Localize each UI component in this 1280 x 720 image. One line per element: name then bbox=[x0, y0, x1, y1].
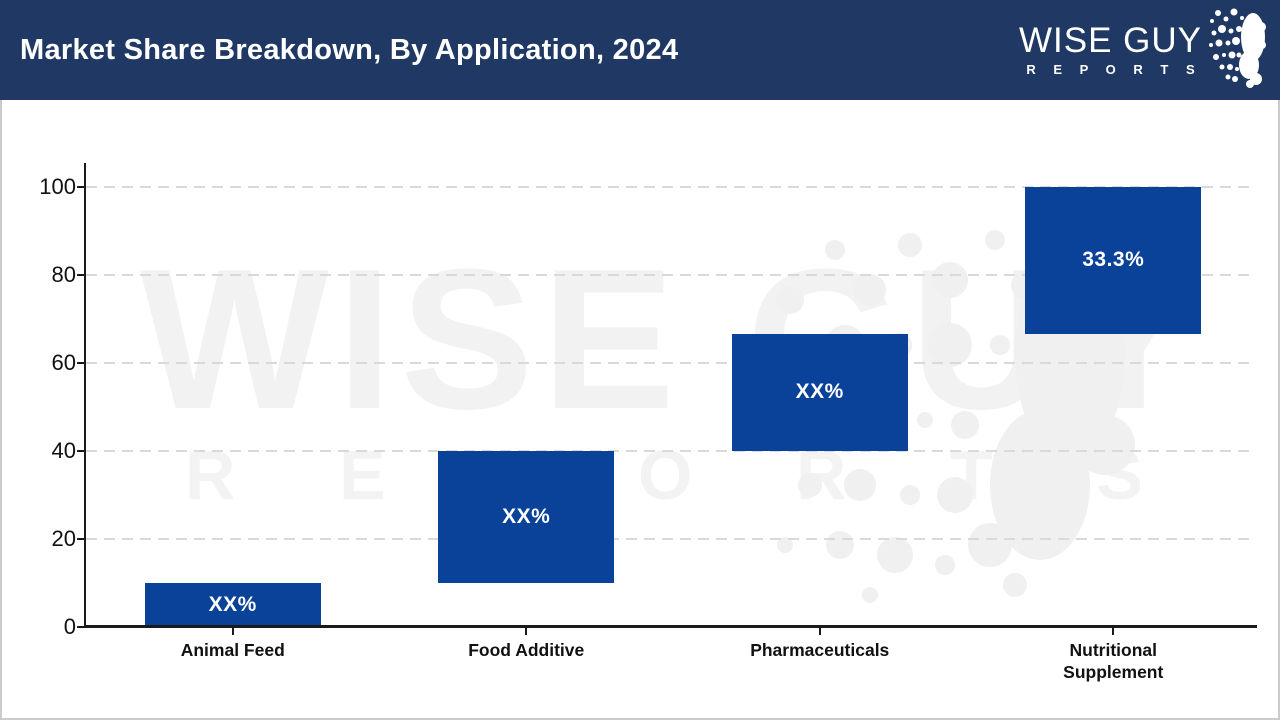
wise-guy-reports-logo: WISE GUY R E P O R T S bbox=[1019, 5, 1266, 96]
bar-nutritional-supplement: 33.3% bbox=[1025, 187, 1202, 334]
x-axis-tick-mark-pharmaceuticals bbox=[818, 628, 821, 635]
x-category-label-pharmaceuticals: Pharmaceuticals bbox=[750, 640, 890, 660]
y-axis-tick-mark-80 bbox=[77, 274, 85, 276]
x-axis-line bbox=[84, 625, 1257, 628]
y-axis-tick-label-40: 40 bbox=[51, 438, 76, 463]
bar-value-label: XX% bbox=[502, 505, 551, 528]
header-bar: Market Share Breakdown, By Application, … bbox=[0, 0, 1280, 100]
logo-text: WISE GUY R E P O R T S bbox=[1019, 23, 1202, 77]
y-axis-tick-label-100: 100 bbox=[39, 174, 76, 199]
gridline-y20 bbox=[86, 538, 1253, 540]
y-axis-tick-mark-40 bbox=[77, 450, 85, 452]
y-axis-tick-mark-0 bbox=[77, 626, 85, 628]
y-axis-tick-mark-60 bbox=[77, 362, 85, 364]
bar-food-additive: XX% bbox=[438, 451, 615, 583]
bar-pharmaceuticals: XX% bbox=[731, 333, 908, 451]
gridline-y80 bbox=[86, 274, 1253, 276]
wise-guy-face-icon bbox=[1206, 5, 1266, 96]
page-title: Market Share Breakdown, By Application, … bbox=[20, 33, 679, 66]
logo-tagline: R E P O R T S bbox=[1026, 62, 1202, 77]
y-axis-tick-label-0: 0 bbox=[63, 614, 76, 639]
y-axis-tick-label-20: 20 bbox=[51, 526, 76, 551]
x-axis-tick-mark-food-additive bbox=[525, 628, 528, 635]
x-category-label-food-additive: Food Additive bbox=[468, 640, 585, 660]
y-axis-tick-label-60: 60 bbox=[51, 350, 76, 375]
bar-animal-feed: XX% bbox=[144, 583, 321, 627]
bar-value-label: XX% bbox=[795, 380, 844, 404]
gridline-y40 bbox=[86, 450, 1253, 452]
bar-value-label: XX% bbox=[208, 593, 257, 616]
bar-value-label: 33.3% bbox=[1082, 248, 1145, 272]
x-category-label-nutritional-supplement: Nutritional Supplement bbox=[1063, 640, 1164, 682]
y-axis-tick-mark-20 bbox=[77, 538, 85, 540]
x-category-label-animal-feed: Animal Feed bbox=[180, 640, 285, 660]
logo-wordmark: WISE GUY bbox=[1018, 21, 1202, 60]
gridline-y60 bbox=[86, 362, 1253, 364]
x-axis-tick-mark-animal-feed bbox=[231, 628, 234, 635]
x-axis-tick-mark-nutritional-supplement bbox=[1112, 628, 1115, 635]
y-axis-line bbox=[84, 163, 86, 628]
y-axis-tick-mark-100 bbox=[77, 186, 85, 188]
y-axis-tick-label-80: 80 bbox=[51, 262, 76, 287]
gridline-y100 bbox=[86, 186, 1253, 188]
